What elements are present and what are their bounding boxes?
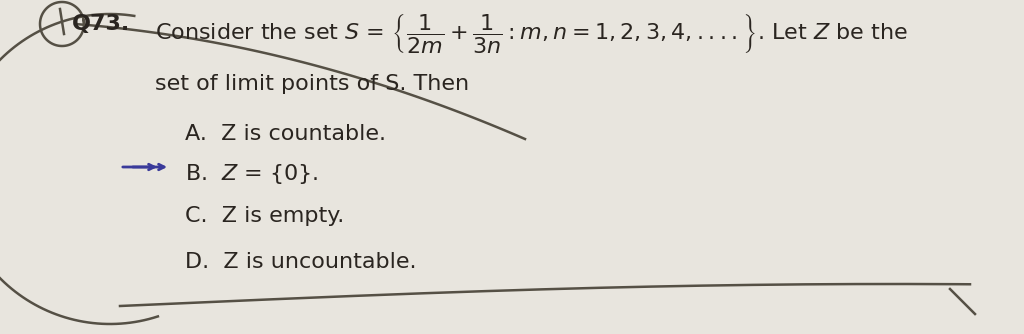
Text: D.  Z is uncountable.: D. Z is uncountable. <box>185 252 417 272</box>
Text: set of limit points of S. Then: set of limit points of S. Then <box>155 74 469 94</box>
Text: Q73.: Q73. <box>72 14 130 34</box>
Text: C.  Z is empty.: C. Z is empty. <box>185 206 344 226</box>
Text: A.  Z is countable.: A. Z is countable. <box>185 124 386 144</box>
Text: B.  $Z$ = {0}.: B. $Z$ = {0}. <box>185 162 318 186</box>
Text: Consider the set $S$ = $\left\{\dfrac{1}{2m}+\dfrac{1}{3n}:m,n=1,2,3,4,....\righ: Consider the set $S$ = $\left\{\dfrac{1}… <box>155 12 907 55</box>
